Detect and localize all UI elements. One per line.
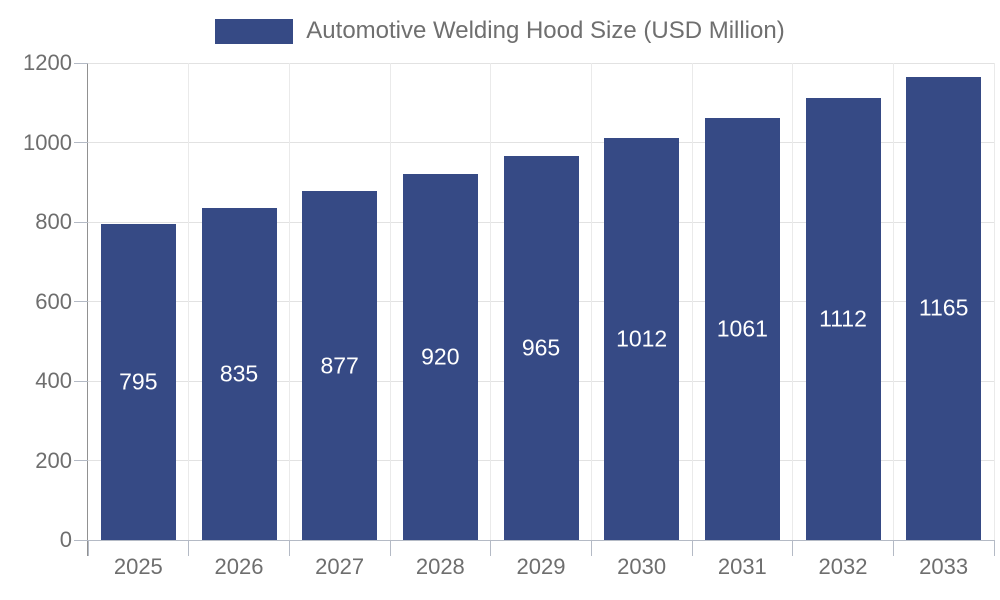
bar-value-label: 877 — [320, 352, 359, 379]
y-tick — [74, 380, 88, 382]
x-tick — [691, 540, 693, 556]
y-tick-label: 1200 — [23, 50, 72, 75]
gridline-vertical — [590, 63, 592, 540]
x-tick — [993, 540, 995, 556]
x-tick — [490, 540, 492, 556]
x-tick-label: 2027 — [315, 554, 365, 579]
x-tick-label: 2026 — [214, 554, 264, 579]
bar-value-label: 965 — [521, 334, 561, 361]
bar-value-label: 835 — [219, 360, 259, 387]
x-tick-label: 2028 — [415, 554, 465, 579]
bar[interactable]: 965 — [503, 156, 579, 540]
x-tick-label: 2030 — [617, 554, 667, 579]
x-tick — [892, 540, 894, 556]
x-tick-label: 2033 — [919, 554, 969, 579]
y-tick-label: 200 — [35, 447, 72, 473]
x-tick-label: 2031 — [717, 554, 767, 579]
y-tick-label: 600 — [35, 288, 72, 314]
gridline-vertical — [188, 63, 190, 540]
y-tick-label: 1000 — [23, 129, 72, 155]
y-tick-label: 0 — [59, 527, 72, 552]
bar[interactable]: 1112 — [805, 97, 881, 540]
x-tick-label: 2032 — [818, 554, 868, 579]
y-tick — [74, 62, 88, 64]
x-tick — [389, 540, 391, 556]
bar[interactable]: 877 — [302, 191, 378, 540]
gridline-vertical — [389, 63, 391, 540]
bar-value-label: 1112 — [819, 305, 867, 332]
x-tick-label: 2029 — [516, 554, 566, 579]
bar-value-label: 1165 — [918, 294, 969, 321]
x-tick — [792, 540, 794, 556]
gridline-vertical — [892, 63, 894, 540]
gridline-vertical — [691, 63, 693, 540]
y-tick — [74, 460, 88, 461]
gridline-vertical — [792, 63, 794, 540]
gridline-vertical — [490, 63, 492, 540]
bar-value-label: 795 — [119, 368, 158, 395]
y-tick — [74, 142, 88, 143]
x-axis-line — [74, 540, 994, 541]
bar[interactable]: 920 — [402, 174, 478, 540]
x-tick — [288, 540, 290, 556]
y-tick-label: 800 — [35, 209, 72, 234]
bar[interactable]: 795 — [100, 223, 176, 540]
bar-value-label: 1061 — [716, 315, 768, 342]
gridline-vertical — [288, 63, 290, 540]
x-tick — [590, 540, 592, 556]
bar-value-label: 920 — [421, 343, 460, 370]
x-tick — [188, 540, 190, 556]
y-tick — [74, 301, 88, 302]
chart-legend[interactable]: Automotive Welding Hood Size (USD Millio… — [0, 17, 1000, 45]
legend-label: Automotive Welding Hood Size (USD Millio… — [306, 17, 785, 44]
bar[interactable]: 1165 — [906, 76, 982, 540]
gridline-vertical — [993, 63, 995, 540]
legend-swatch-icon — [215, 18, 294, 44]
y-tick — [74, 221, 88, 223]
y-tick-label: 400 — [35, 368, 72, 393]
gridline-horizontal — [88, 62, 994, 64]
bar[interactable]: 1061 — [704, 118, 780, 540]
bar-value-label: 1012 — [616, 325, 668, 352]
y-axis-line — [87, 63, 88, 556]
bar[interactable]: 1012 — [604, 137, 680, 540]
gridline-horizontal — [88, 142, 994, 143]
bar[interactable]: 835 — [201, 208, 277, 540]
x-tick — [87, 540, 89, 556]
x-tick-label: 2025 — [113, 554, 163, 579]
